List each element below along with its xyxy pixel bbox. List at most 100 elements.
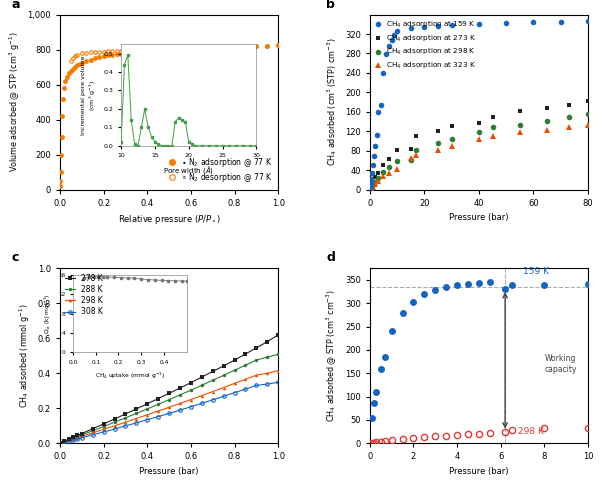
CH$_4$ adsorption at 323 K <box>565 124 572 130</box>
CH$_4$ adsorption at 323 K <box>368 185 375 191</box>
CH$_4$ adsorption at 159 K <box>367 184 374 189</box>
CH$_4$ adsorption at 298 K <box>368 184 375 190</box>
CH$_4$ adsorption at 323 K <box>434 147 442 152</box>
$\circ$ N$_2$ desorption @ 77 K <box>220 44 227 50</box>
Text: b: b <box>326 0 335 11</box>
278 K <box>133 406 140 412</box>
288 K <box>78 432 85 438</box>
$\bullet$ N$_2$ adsorption @ 77 K <box>56 183 64 189</box>
298 K <box>143 412 151 418</box>
$\circ$ N$_2$ desorption @ 77 K <box>113 48 121 54</box>
CH$_4$ adsorption at 323 K <box>394 166 401 171</box>
$\circ$ N$_2$ desorption @ 77 K <box>122 48 129 54</box>
CH$_4$ adsorption at 323 K <box>475 136 482 142</box>
CH$_4$ adsorption at 298 K <box>413 147 420 152</box>
CH$_4$ adsorption at 298 K <box>380 169 387 175</box>
$\bullet$ N$_2$ adsorption @ 77 K <box>57 178 64 184</box>
CH$_4$ adsorption at 273 K <box>448 123 455 129</box>
278 K <box>263 339 271 345</box>
CH$_4$ adsorption at 159 K <box>503 20 510 26</box>
$\bullet$ N$_2$ adsorption @ 77 K <box>58 134 65 140</box>
CH$_4$ adsorption at 298 K <box>434 140 442 146</box>
308 K <box>89 432 97 438</box>
$\bullet$ N$_2$ adsorption @ 77 K <box>139 49 146 55</box>
CH$_4$ adsorption at 159 K <box>530 19 537 25</box>
Line: CH$_4$ adsorption at 159 K: CH$_4$ adsorption at 159 K <box>367 19 591 191</box>
308 K <box>56 440 64 446</box>
298 K <box>122 419 129 425</box>
X-axis label: Pressure (bar): Pressure (bar) <box>139 467 199 476</box>
Line: CH$_4$ adsorption at 273 K: CH$_4$ adsorption at 273 K <box>368 99 590 191</box>
$\bullet$ N$_2$ adsorption @ 77 K <box>91 56 98 61</box>
288 K <box>253 357 260 363</box>
Y-axis label: CH$_4$ adsorbed (mmol g$^{-1}$): CH$_4$ adsorbed (mmol g$^{-1}$) <box>18 303 32 408</box>
278 K <box>198 374 205 380</box>
$\circ$ N$_2$ desorption @ 77 K <box>104 48 112 54</box>
308 K <box>242 386 249 392</box>
$\circ$ N$_2$ desorption @ 77 K <box>71 53 79 59</box>
$\bullet$ N$_2$ adsorption @ 77 K <box>59 95 67 101</box>
CH$_4$ adsorption at 298 K <box>374 175 382 181</box>
CH$_4$ adsorption at 323 K <box>448 143 455 149</box>
308 K <box>111 426 118 432</box>
278 K <box>122 411 129 417</box>
308 K <box>253 382 260 388</box>
$\bullet$ N$_2$ adsorption @ 77 K <box>65 70 73 76</box>
288 K <box>209 377 217 383</box>
CH$_4$ adsorption at 159 K <box>391 32 398 38</box>
$\bullet$ N$_2$ adsorption @ 77 K <box>67 68 74 74</box>
CH$_4$ adsorption at 273 K <box>475 120 482 126</box>
CH$_4$ adsorption at 159 K <box>368 169 376 175</box>
CH$_4$ adsorption at 298 K <box>407 157 415 163</box>
278 K <box>100 421 107 427</box>
$\bullet$ N$_2$ adsorption @ 77 K <box>209 45 217 51</box>
308 K <box>61 439 68 445</box>
308 K <box>231 390 238 395</box>
$\circ$ N$_2$ desorption @ 77 K <box>74 52 81 58</box>
CH$_4$ adsorption at 273 K <box>489 114 496 120</box>
CH$_4$ adsorption at 273 K <box>407 146 415 151</box>
278 K <box>65 436 73 442</box>
CH$_4$ adsorption at 159 K <box>377 102 385 108</box>
$\circ$ N$_2$ desorption @ 77 K <box>67 58 74 64</box>
Legend: 278 K, 288 K, 298 K, 308 K: 278 K, 288 K, 298 K, 308 K <box>64 272 104 318</box>
$\bullet$ N$_2$ adsorption @ 77 K <box>133 50 140 56</box>
288 K <box>143 406 151 412</box>
308 K <box>166 411 173 416</box>
CH$_4$ adsorption at 323 K <box>544 127 551 132</box>
CH$_4$ adsorption at 159 K <box>557 19 565 25</box>
$\bullet$ N$_2$ adsorption @ 77 K <box>63 74 70 80</box>
$\bullet$ N$_2$ adsorption @ 77 K <box>253 43 260 49</box>
298 K <box>253 372 260 378</box>
308 K <box>275 379 282 385</box>
298 K <box>65 437 73 443</box>
CH$_4$ adsorption at 159 K <box>367 181 374 187</box>
$\circ$ N$_2$ desorption @ 77 K <box>83 50 90 56</box>
Line: 288 K: 288 K <box>58 353 280 445</box>
298 K <box>263 370 271 376</box>
$\bullet$ N$_2$ adsorption @ 77 K <box>187 46 194 52</box>
CH$_4$ adsorption at 159 K <box>584 19 592 24</box>
$\bullet$ N$_2$ adsorption @ 77 K <box>62 78 69 84</box>
CH$_4$ adsorption at 159 K <box>369 162 376 168</box>
Text: 159 K: 159 K <box>523 267 548 276</box>
$\bullet$ N$_2$ adsorption @ 77 K <box>122 51 129 56</box>
$\circ$ N$_2$ desorption @ 77 K <box>118 48 125 54</box>
298 K <box>133 415 140 421</box>
Y-axis label: CH$_4$ adsorbed @ STP (cm$^3$ cm$^{-3}$): CH$_4$ adsorbed @ STP (cm$^3$ cm$^{-3}$) <box>325 289 340 422</box>
298 K <box>242 376 249 382</box>
288 K <box>56 440 64 446</box>
CH$_4$ adsorption at 323 K <box>367 187 374 192</box>
Text: d: d <box>326 251 335 264</box>
CH$_4$ adsorption at 323 K <box>380 173 387 179</box>
298 K <box>100 427 107 432</box>
$\circ$ N$_2$ desorption @ 77 K <box>242 43 249 49</box>
278 K <box>56 440 64 446</box>
288 K <box>220 373 227 378</box>
288 K <box>89 428 97 433</box>
Y-axis label: CH$_4$ adsorbed (cm$^3$ (STP) cm$^{-3}$): CH$_4$ adsorbed (cm$^3$ (STP) cm$^{-3}$) <box>325 38 340 167</box>
X-axis label: Pressure (bar): Pressure (bar) <box>449 213 509 222</box>
CH$_4$ adsorption at 298 K <box>489 124 496 130</box>
$\bullet$ N$_2$ adsorption @ 77 K <box>231 44 238 50</box>
CH$_4$ adsorption at 159 K <box>370 152 377 158</box>
